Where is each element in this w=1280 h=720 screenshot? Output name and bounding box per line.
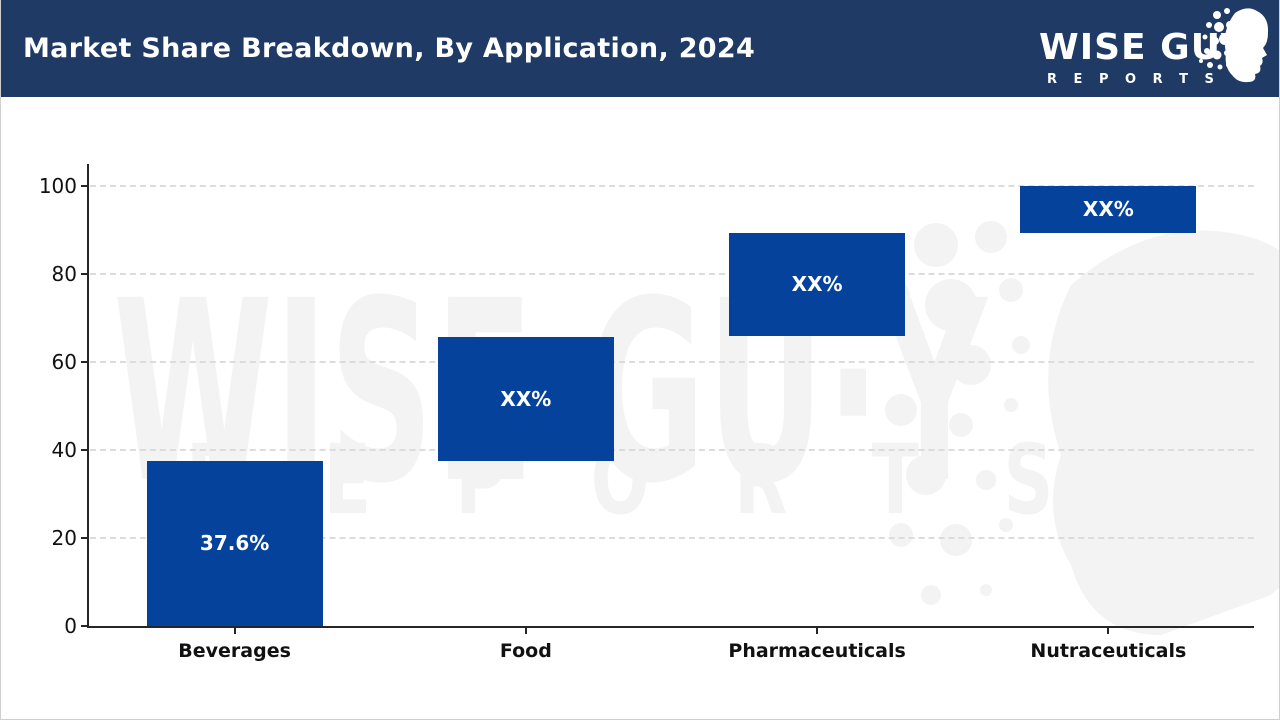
bar-food: XX% bbox=[437, 337, 614, 461]
wise-guy-reports-logo: WISE GUY R E P O R T S bbox=[1039, 7, 1269, 87]
logo-text-line2: R E P O R T S bbox=[1047, 72, 1220, 87]
ytick-mark-40 bbox=[81, 449, 88, 451]
ytick-mark-100 bbox=[81, 185, 88, 187]
watermark-head-graphic bbox=[882, 221, 1279, 635]
bar-value-label-food: XX% bbox=[500, 386, 552, 411]
category-label-nutraceuticals: Nutraceuticals bbox=[1030, 640, 1187, 662]
bar-beverages: 37.6% bbox=[146, 460, 323, 626]
ytick-label-80: 80 bbox=[51, 262, 77, 286]
bar-pharmaceuticals: XX% bbox=[729, 232, 906, 336]
ytick-label-60: 60 bbox=[51, 350, 77, 374]
category-label-food: Food bbox=[499, 640, 552, 662]
x-axis-spine bbox=[87, 626, 1254, 628]
category-label-pharmaceuticals: Pharmaceuticals bbox=[728, 640, 906, 662]
xtick-mark-food bbox=[524, 627, 527, 634]
gridline-60 bbox=[90, 361, 1254, 363]
gridline-40 bbox=[90, 449, 1254, 451]
logo-head-icon bbox=[1197, 7, 1269, 82]
y-axis-spine bbox=[87, 164, 89, 628]
category-label-beverages: Beverages bbox=[178, 640, 291, 662]
bar-nutraceuticals: XX% bbox=[1020, 186, 1197, 233]
xtick-mark-nutraceuticals bbox=[1107, 627, 1110, 634]
logo-text-line1: WISE GUY bbox=[1039, 27, 1248, 68]
ytick-label-40: 40 bbox=[51, 438, 77, 462]
bar-value-label-pharmaceuticals: XX% bbox=[791, 272, 843, 297]
header-bar: Market Share Breakdown, By Application, … bbox=[1, 0, 1279, 97]
bar-value-label-beverages: 37.6% bbox=[199, 531, 270, 556]
ytick-label-100: 100 bbox=[38, 174, 77, 198]
bar-value-label-nutraceuticals: XX% bbox=[1082, 197, 1134, 222]
ytick-label-20: 20 bbox=[51, 526, 77, 550]
xtick-mark-pharmaceuticals bbox=[816, 627, 819, 634]
ytick-label-0: 0 bbox=[64, 614, 77, 638]
ytick-mark-20 bbox=[81, 537, 88, 539]
gridline-80 bbox=[90, 273, 1254, 275]
page-title: Market Share Breakdown, By Application, … bbox=[23, 33, 756, 64]
gridline-20 bbox=[90, 537, 1254, 539]
ytick-mark-0 bbox=[81, 625, 88, 627]
xtick-mark-beverages bbox=[233, 627, 236, 634]
ytick-mark-60 bbox=[81, 361, 88, 363]
ytick-mark-80 bbox=[81, 273, 88, 275]
gridline-100 bbox=[90, 185, 1254, 187]
